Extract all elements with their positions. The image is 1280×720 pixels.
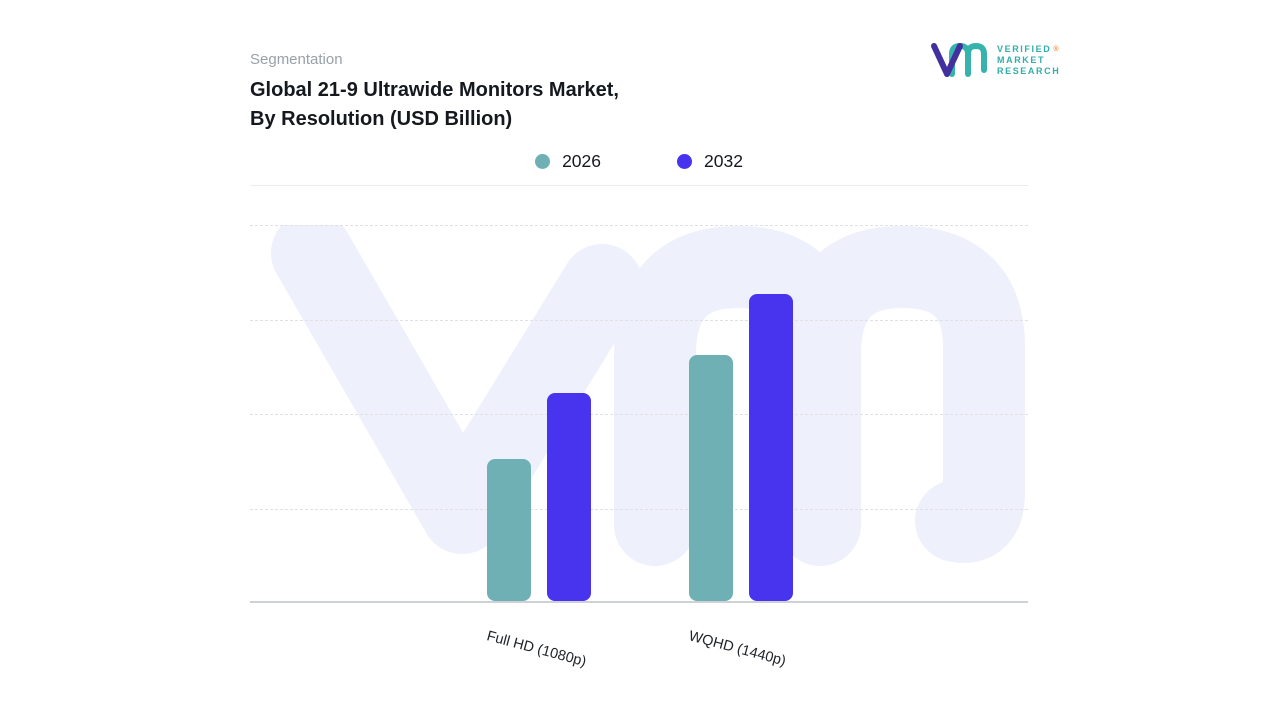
x-axis-line [250, 601, 1028, 603]
legend-swatch-2032 [677, 153, 692, 169]
category-label-full-hd-1080p: Full HD (1080p) [484, 628, 588, 671]
legend-label-2032: 2032 [704, 150, 743, 171]
bar-group-wqhd-1440p [689, 293, 793, 601]
chart-title-line1: Global 21-9 Ultrawide Monitors Market, [250, 79, 619, 101]
bar-2026-full-hd-1080p [487, 459, 531, 601]
vmr-watermark-icon [271, 225, 1025, 566]
bar-2026-wqhd-1440p [689, 355, 733, 601]
brand-name: VERIFIED ® MARKET RESEARCH [997, 44, 1060, 77]
brand-name-line3: RESEARCH [997, 65, 1061, 76]
brand-name-line1: VERIFIED ® [997, 43, 1059, 54]
header-divider [250, 185, 1028, 186]
brand-logo: VERIFIED ® MARKET RESEARCH [930, 40, 1060, 80]
gridline-4 [250, 225, 1028, 226]
gridline-3 [250, 319, 1028, 321]
bar-2032-wqhd-1440p [749, 293, 793, 601]
chart-legend: 2026 2032 [250, 147, 1028, 175]
brand-name-line2: MARKET [997, 54, 1046, 65]
category-label-wqhd-1440p: WQHD (1440p) [686, 628, 788, 670]
gridline-1 [250, 508, 1028, 510]
bar-2032-full-hd-1080p [547, 393, 591, 601]
registered-mark: ® [1053, 45, 1059, 53]
bar-group-full-hd-1080p [487, 393, 591, 601]
chart-title-line2: By Resolution (USD Billion) [250, 108, 513, 130]
plot-area: Full HD (1080p) WQHD (1440p) [250, 225, 1028, 670]
legend-swatch-2026 [535, 153, 551, 169]
legend-item-2032: 2032 [677, 151, 743, 172]
eyebrow-label: Segmentation [250, 51, 343, 68]
legend-label-2026: 2026 [562, 150, 601, 171]
vmr-logo-icon [931, 43, 987, 77]
legend-item-2026: 2026 [535, 151, 601, 172]
chart-title: Global 21-9 Ultrawide Monitors Market, B… [250, 76, 619, 134]
gridline-2 [250, 414, 1028, 415]
